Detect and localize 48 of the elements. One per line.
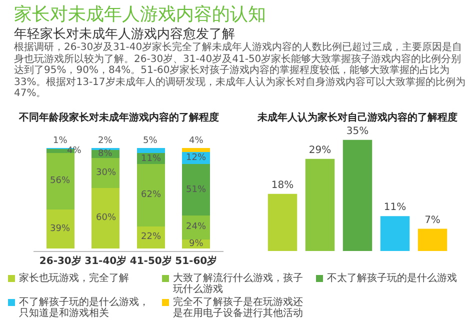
data-label: 11% [384,202,406,214]
bar [92,158,120,188]
data-label: 2% [98,136,113,146]
x-tick-label: 26-30岁 [39,255,82,267]
data-label: 35% [346,126,369,137]
data-label: 39% [50,224,70,234]
legend-label: 不太了解孩子玩的是什么游戏 [327,273,458,284]
data-label: 12% [186,153,206,163]
x-tick-label: 41-50岁 [130,255,172,267]
data-label: 60% [96,213,116,223]
data-label: 11% [141,154,162,164]
bar [136,164,165,226]
data-label: 4% [189,136,204,146]
data-label: 56% [50,176,70,186]
x-tick-label: 31-40岁 [84,255,127,267]
bar [305,158,335,251]
data-label: 1% [53,136,68,146]
chart-title: 未成年人认为家长对自己游戏内容的了解程度 [256,112,458,124]
data-label: 8% [98,149,113,159]
data-label: 5% [143,136,158,146]
data-label: 22% [141,232,162,242]
data-label: 62% [141,190,162,200]
legend-label: 完全不了解孩子是在玩游戏还是在用电子设备进行其他活动 [173,297,304,319]
legend-label: 大致了解流行什么游戏，孩子玩什么游戏 [173,273,304,295]
bar [182,148,210,152]
data-label: 51% [186,185,206,195]
bar [46,209,74,249]
bar [46,153,74,210]
bar [342,140,372,251]
data-label: 30% [96,168,116,178]
text: 家长对未成年人游戏内容的认知 [14,3,266,26]
data-label: 24% [186,222,206,232]
bar [92,188,120,249]
bar [380,216,410,251]
bar [136,148,165,154]
x-tick-label: 51-60岁 [175,255,218,267]
chart-title: 不同年龄段家长对未成年游戏内容的了解程度 [18,112,219,124]
data-label: 9% [189,239,204,249]
data-label: 18% [271,180,294,191]
legend-label: 不了解孩子玩的是什么游戏，只知道是和游戏相关 [19,297,150,319]
data-label: 29% [308,144,332,156]
bar [418,228,448,251]
text: 年轻家长对未成年人游戏内容愈发了解 [14,26,235,42]
legend-label: 家长也玩游戏，完全了解 [19,273,130,284]
data-label: 7% [424,214,440,226]
bar [268,194,298,251]
bar [182,164,210,216]
text: 根据调研，26-30岁及31-40岁家长完全了解未成年人游戏内容的人数比例已超过三成，主要原因是自身也玩游戏所以较为了解。26-30岁、31-40岁及41-50岁家长能够大致掌握孩子游戏内容的比例分别达到了95%，90%，84%。51-60岁家长对孩子游戏内容的掌握程度较低，能够大致掌握的占比为33%。根据对13-17岁未成年人的调研发现，未成年人认为家长对自身游戏内容可以大致掌握的比例为47%。 [14,42,466,100]
